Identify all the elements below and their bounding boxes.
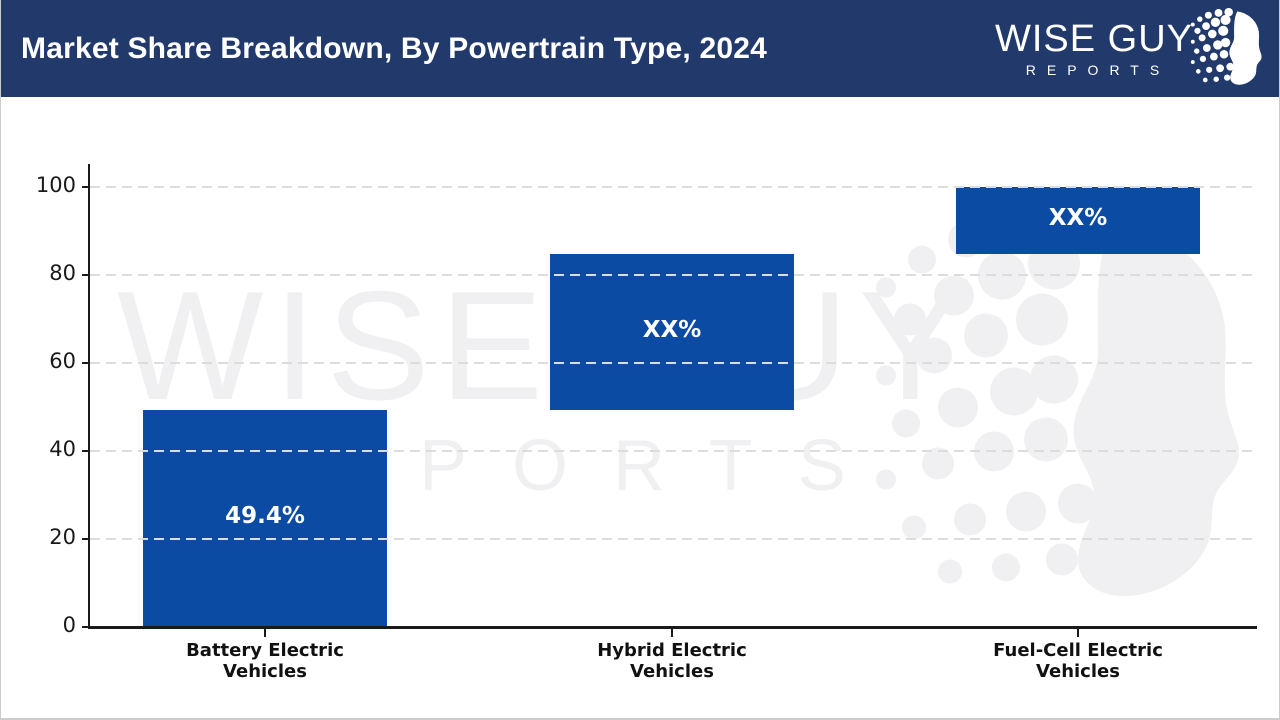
y-tick-label-80: 80 xyxy=(49,261,76,285)
y-tick-mark-40 xyxy=(82,450,90,452)
y-tick-label-20: 20 xyxy=(49,525,76,549)
header-bar: Market Share Breakdown, By Powertrain Ty… xyxy=(1,0,1279,97)
bar-0 xyxy=(143,409,387,627)
bar-value-label-1: XX% xyxy=(642,316,702,343)
y-tick-mark-0 xyxy=(82,626,90,628)
x-category-label-line: Vehicles xyxy=(1036,661,1120,682)
bar-1 xyxy=(550,253,794,410)
x-category-label-2: Fuel-Cell Electric Vehicles xyxy=(918,640,1238,682)
wiseguy-logo-text: WISE GUY REPORTS xyxy=(995,20,1193,77)
x-category-label-line: Battery Electric xyxy=(186,640,344,661)
x-category-label-line: Vehicles xyxy=(630,661,714,682)
x-tick-mark-2 xyxy=(1077,629,1079,637)
x-tick-mark-0 xyxy=(264,629,266,637)
y-tick-label-60: 60 xyxy=(49,349,76,373)
y-tick-label-0: 0 xyxy=(62,613,76,637)
y-tick-label-40: 40 xyxy=(49,437,76,461)
x-category-label-0: Battery Electric Vehicles xyxy=(105,640,425,682)
x-category-label-line: Fuel-Cell Electric xyxy=(993,640,1163,661)
y-axis-line xyxy=(88,164,90,629)
y-tick-label-100: 100 xyxy=(35,173,76,197)
bar-value-label-0: 49.4% xyxy=(225,503,305,530)
page-title: Market Share Breakdown, By Powertrain Ty… xyxy=(21,31,767,65)
x-category-label-line: Vehicles xyxy=(223,661,307,682)
x-category-label-line: Hybrid Electric xyxy=(597,640,747,661)
x-tick-mark-1 xyxy=(671,629,673,637)
x-category-label-1: Hybrid Electric Vehicles xyxy=(512,640,832,682)
logo-reports-label: REPORTS xyxy=(1025,61,1171,78)
gridline-60 xyxy=(90,362,1257,364)
gridline-100 xyxy=(90,186,1257,188)
y-tick-mark-80 xyxy=(82,274,90,276)
wiseguy-logo: WISE GUY REPORTS xyxy=(995,6,1263,90)
y-tick-mark-60 xyxy=(82,362,90,364)
y-tick-mark-100 xyxy=(82,186,90,188)
gridline-80 xyxy=(90,274,1257,276)
x-axis-line xyxy=(88,626,1257,629)
gridline-40 xyxy=(90,450,1257,452)
gridline-20 xyxy=(90,538,1257,540)
y-tick-mark-20 xyxy=(82,538,90,540)
logo-wiseguy-label: WISE GUY xyxy=(994,17,1193,60)
bar-value-label-2: XX% xyxy=(1048,205,1108,232)
